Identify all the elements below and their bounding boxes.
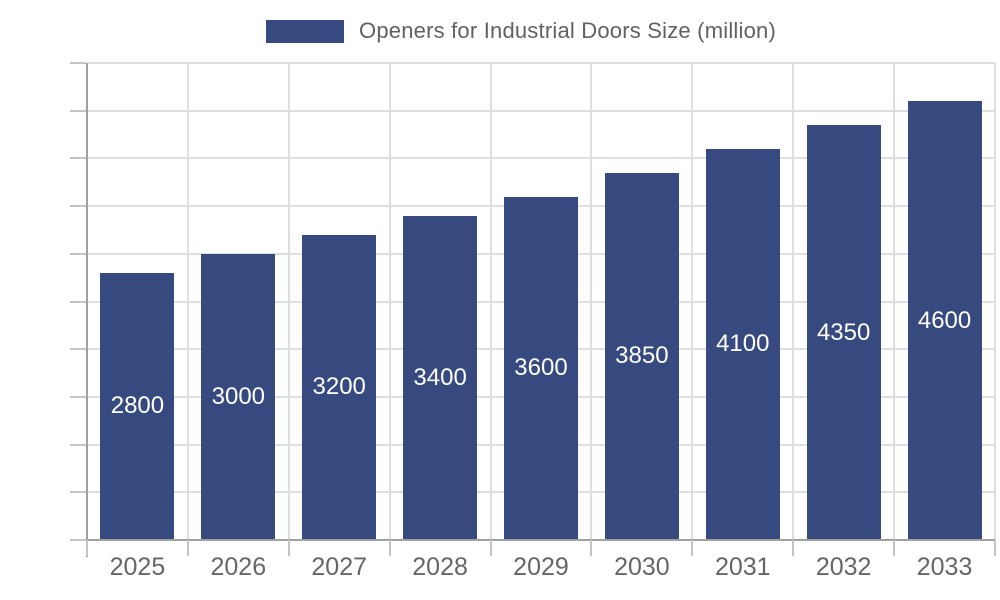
bar-value-label: 4100: [716, 330, 770, 358]
x-axis-tick: [792, 540, 795, 556]
y-axis-tick: [70, 205, 86, 208]
gridline-horizontal: [87, 62, 995, 64]
y-axis-tick: [70, 109, 86, 112]
gridline-vertical: [489, 63, 492, 540]
x-axis-tick: [691, 540, 694, 556]
gridline-vertical: [287, 63, 290, 540]
x-tick-label: 2030: [614, 553, 670, 581]
x-tick-label: 2026: [210, 553, 267, 581]
y-axis-tick: [70, 157, 86, 160]
x-tick-label: 2025: [109, 553, 166, 581]
gridline-horizontal: [87, 157, 995, 160]
y-axis-tick: [70, 395, 86, 398]
bar: 3000: [201, 253, 276, 540]
gridline-vertical: [388, 63, 391, 540]
x-axis-line: [87, 539, 995, 541]
x-axis-tick: [388, 540, 391, 556]
bar: 4600: [907, 101, 982, 540]
bar-value-label: 2800: [110, 392, 165, 420]
gridline-vertical: [994, 63, 996, 540]
y-axis-tick: [70, 300, 86, 303]
y-axis-tick: [70, 443, 86, 446]
gridline-horizontal: [87, 109, 995, 112]
gridline-vertical: [893, 63, 896, 540]
x-axis-tick: [590, 540, 593, 556]
x-tick-label: 2027: [311, 553, 368, 581]
x-tick-label: 2032: [815, 553, 872, 581]
bar-value-label: 3200: [312, 373, 366, 401]
bar-value-label: 3600: [514, 354, 568, 382]
legend-label: Openers for Industrial Doors Size (milli…: [359, 18, 776, 43]
x-axis-tick: [893, 540, 896, 556]
x-axis-tick: [287, 540, 290, 556]
bar: 4100: [705, 148, 780, 540]
bar: 3850: [604, 172, 679, 540]
legend: Openers for Industrial Doors Size (milli…: [0, 12, 1000, 50]
plot-area: 2800 3000 3200 3400 3600 3850 4100 4350 4600: [70, 62, 996, 557]
x-tick-label: 2031: [714, 553, 771, 581]
x-axis-tick: [86, 540, 88, 556]
bar-value-label: 4350: [816, 318, 871, 346]
gridline-vertical: [590, 63, 593, 540]
bar-value-label: 3400: [413, 363, 467, 391]
bar: 2800: [100, 272, 175, 540]
bar-value-label: 3850: [615, 342, 669, 370]
x-tick-label: 2029: [513, 553, 569, 581]
x-axis-tick: [994, 540, 996, 556]
y-axis-tick: [70, 252, 86, 255]
bar: 3400: [403, 215, 478, 540]
bar: 4350: [806, 125, 881, 540]
gridline-vertical: [792, 63, 795, 540]
gridline-vertical: [691, 63, 694, 540]
x-axis-tick: [489, 540, 492, 556]
y-axis-tick: [70, 539, 86, 541]
x-tick-label: 2028: [412, 553, 468, 581]
bar: 3200: [302, 234, 377, 540]
bar-value-label: 4600: [917, 306, 972, 334]
y-axis-tick: [70, 62, 86, 64]
y-axis-line: [86, 63, 88, 557]
bar-value-label: 3000: [211, 382, 266, 410]
x-tick-label: 2033: [916, 553, 973, 581]
y-axis-tick: [70, 348, 86, 351]
bar: 3600: [504, 196, 578, 540]
gridline-vertical: [186, 63, 189, 540]
y-axis-tick: [70, 491, 86, 494]
legend-swatch: [266, 19, 345, 43]
x-axis-tick: [186, 540, 189, 556]
